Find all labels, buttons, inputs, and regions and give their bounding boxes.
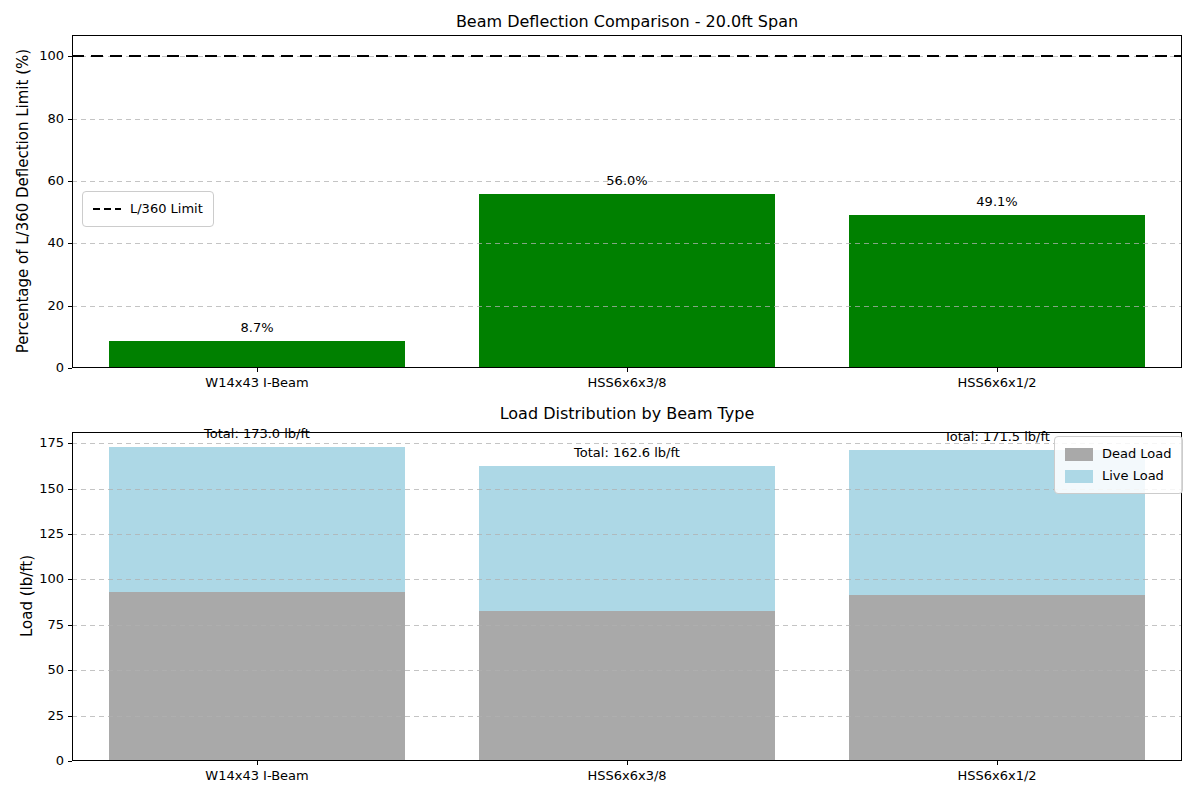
gridline <box>72 579 1182 580</box>
y-tick-label: 100 <box>10 571 64 587</box>
bar-dead-load <box>849 595 1145 761</box>
bar-value-label: 56.0% <box>517 173 737 189</box>
x-tick-mark <box>257 761 258 765</box>
bar-live-load <box>479 466 775 611</box>
y-tick-label: 0 <box>10 360 64 376</box>
gridline <box>72 716 1182 717</box>
x-tick-label: HSS6x6x3/8 <box>517 768 737 784</box>
gridline <box>72 243 1182 244</box>
bar-dead-load <box>479 611 775 761</box>
chart-title-load: Load Distribution by Beam Type <box>72 404 1182 423</box>
legend-deflection: L/360 Limit <box>82 191 214 227</box>
limit-line <box>72 55 1182 57</box>
y-tick-label: 60 <box>10 173 64 189</box>
x-tick-mark <box>997 368 998 372</box>
legend-entry-limit: L/360 Limit <box>93 198 203 220</box>
gridline <box>72 489 1182 490</box>
y-tick-label: 125 <box>10 526 64 542</box>
y-tick-label: 150 <box>10 481 64 497</box>
dead-load-swatch-icon <box>1065 448 1093 461</box>
y-tick-label: 50 <box>10 662 64 678</box>
x-tick-label: HSS6x6x1/2 <box>887 768 1107 784</box>
legend-label-limit: L/360 Limit <box>130 201 203 217</box>
legend-entry-dead-load: Dead Load <box>1065 443 1172 465</box>
bar-value-label: 49.1% <box>887 194 1107 210</box>
y-tick-label: 25 <box>10 708 64 724</box>
live-load-swatch-icon <box>1065 470 1093 483</box>
bar-value-label: 8.7% <box>147 320 367 336</box>
y-tick-label: 100 <box>10 48 64 64</box>
bar-deflection <box>109 341 405 368</box>
bar-live-load <box>109 447 405 592</box>
legend-label-live-load: Live Load <box>1102 468 1164 484</box>
bar-total-label: Total: 162.6 lb/ft <box>517 445 737 461</box>
x-tick-label: W14x43 I-Beam <box>147 768 367 784</box>
bar-deflection <box>849 215 1145 368</box>
gridline <box>72 625 1182 626</box>
x-tick-mark <box>257 368 258 372</box>
gridline <box>72 534 1182 535</box>
legend-load: Dead Load Live Load <box>1054 436 1183 494</box>
y-tick-label: 175 <box>10 435 64 451</box>
dashed-line-swatch-icon <box>93 208 121 210</box>
x-tick-label: HSS6x6x3/8 <box>517 375 737 391</box>
x-tick-mark <box>997 761 998 765</box>
legend-entry-live-load: Live Load <box>1065 465 1172 487</box>
x-tick-label: HSS6x6x1/2 <box>887 375 1107 391</box>
bar-deflection <box>479 194 775 368</box>
y-tick-label: 40 <box>10 235 64 251</box>
x-tick-label: W14x43 I-Beam <box>147 375 367 391</box>
gridline <box>72 119 1182 120</box>
y-tick-label: 20 <box>10 298 64 314</box>
chart-title-deflection: Beam Deflection Comparison - 20.0ft Span <box>72 12 1182 31</box>
bar-dead-load <box>109 592 405 761</box>
x-tick-mark <box>627 761 628 765</box>
x-tick-mark <box>627 368 628 372</box>
gridline <box>72 306 1182 307</box>
bar-total-label: Total: 173.0 lb/ft <box>147 426 367 442</box>
y-tick-mark <box>68 761 72 762</box>
figure: Beam Deflection Comparison - 20.0ft Span… <box>0 0 1200 800</box>
y-tick-label: 80 <box>10 111 64 127</box>
y-tick-mark <box>68 368 72 369</box>
y-tick-label: 0 <box>10 753 64 769</box>
legend-label-dead-load: Dead Load <box>1102 446 1172 462</box>
y-tick-label: 75 <box>10 617 64 633</box>
gridline <box>72 670 1182 671</box>
